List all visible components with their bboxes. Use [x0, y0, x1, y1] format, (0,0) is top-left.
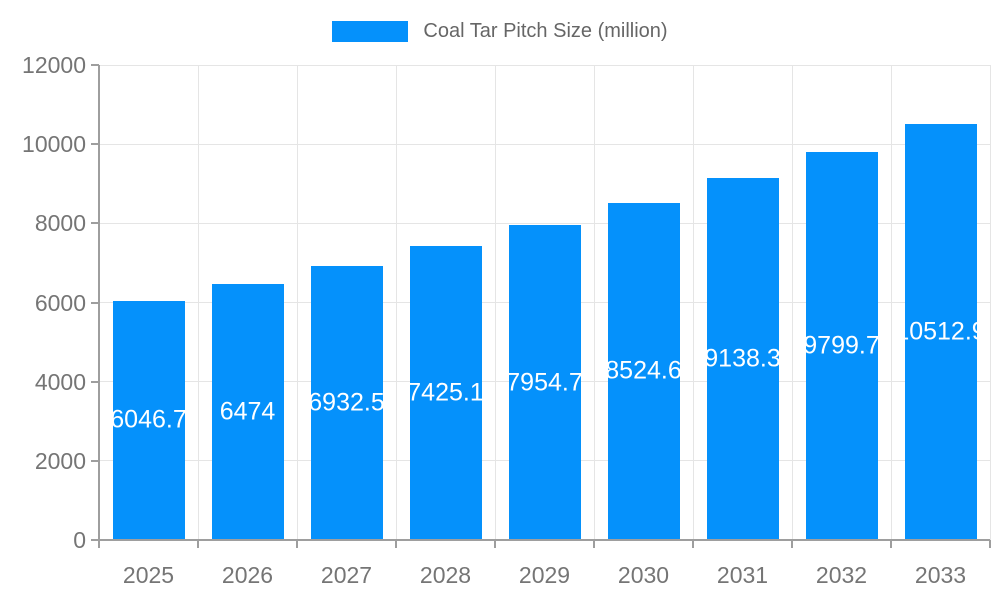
y-axis-tick	[91, 64, 99, 66]
x-axis-tick	[296, 540, 298, 548]
bar-value-label: 6474	[219, 397, 276, 426]
y-axis-tick	[91, 301, 99, 304]
h-gridline	[99, 143, 990, 145]
bar[interactable]: 6046.7	[112, 300, 185, 540]
bar[interactable]: 9138.3	[706, 178, 779, 540]
x-axis-tick	[890, 540, 892, 548]
x-axis-tick	[692, 540, 694, 548]
bar-value-label: 10512.9	[905, 317, 977, 346]
v-gridline	[494, 65, 496, 540]
y-tick-label: 0	[73, 527, 86, 553]
y-axis-tick	[91, 459, 99, 462]
y-axis-tick	[91, 380, 99, 383]
x-tick-label: 2030	[617, 562, 670, 588]
v-gridline	[593, 65, 595, 540]
y-axis-tick	[91, 539, 99, 541]
bar-value-label: 9138.3	[706, 344, 779, 373]
bar-value-label: 6932.5	[310, 388, 383, 417]
x-tick-label: 2029	[518, 562, 571, 588]
x-tick-label: 2026	[221, 562, 274, 588]
bar[interactable]: 7425.1	[409, 246, 482, 540]
y-tick-label: 6000	[34, 289, 86, 316]
h-gridline	[99, 222, 990, 224]
legend-label: Coal Tar Pitch Size (million)	[423, 20, 668, 42]
x-axis-tick	[989, 540, 991, 548]
v-gridline	[692, 65, 694, 540]
x-tick-label: 2031	[716, 562, 769, 588]
x-tick-label: 2028	[419, 562, 472, 588]
legend-item[interactable]: Coal Tar Pitch Size (million)	[0, 20, 1000, 42]
x-axis-line	[99, 539, 990, 541]
v-gridline	[296, 65, 298, 540]
bar[interactable]: 6474	[211, 283, 284, 540]
legend-swatch-icon	[332, 20, 409, 42]
x-tick-label: 2025	[122, 562, 175, 588]
y-tick-label: 10000	[22, 131, 86, 158]
y-axis-line	[98, 65, 100, 542]
bar[interactable]: 7954.7	[508, 225, 581, 540]
x-axis-tick	[395, 540, 397, 548]
bar-value-label: 7425.1	[409, 378, 482, 407]
x-tick-label: 2032	[815, 562, 868, 588]
v-gridline	[989, 65, 991, 540]
y-tick-label: 2000	[34, 447, 86, 474]
x-axis-tick	[494, 540, 496, 548]
v-gridline	[791, 65, 793, 540]
x-axis-tick	[593, 540, 595, 548]
x-axis-tick	[197, 540, 199, 548]
bar[interactable]: 6932.5	[310, 265, 383, 540]
bar-value-label: 9799.7	[805, 331, 878, 360]
y-tick-label: 8000	[34, 210, 86, 237]
v-gridline	[890, 65, 892, 540]
x-axis-tick	[791, 540, 793, 548]
bar-value-label: 8524.6	[607, 356, 680, 385]
bar[interactable]: 9799.7	[805, 152, 878, 540]
x-axis-tick	[98, 540, 100, 548]
bar-value-label: 7954.7	[508, 368, 581, 397]
y-axis-tick	[91, 222, 99, 225]
v-gridline	[395, 65, 397, 540]
x-tick-label: 2027	[320, 562, 373, 588]
y-axis-tick	[91, 143, 99, 146]
v-gridline	[197, 65, 199, 540]
y-tick-label: 4000	[34, 368, 86, 395]
bar[interactable]: 10512.9	[904, 123, 977, 540]
h-gridline	[99, 64, 990, 66]
bar[interactable]: 8524.6	[607, 202, 680, 540]
y-tick-label: 12000	[22, 52, 86, 78]
bar-value-label: 6046.7	[112, 405, 185, 434]
x-tick-label: 2033	[914, 562, 967, 588]
